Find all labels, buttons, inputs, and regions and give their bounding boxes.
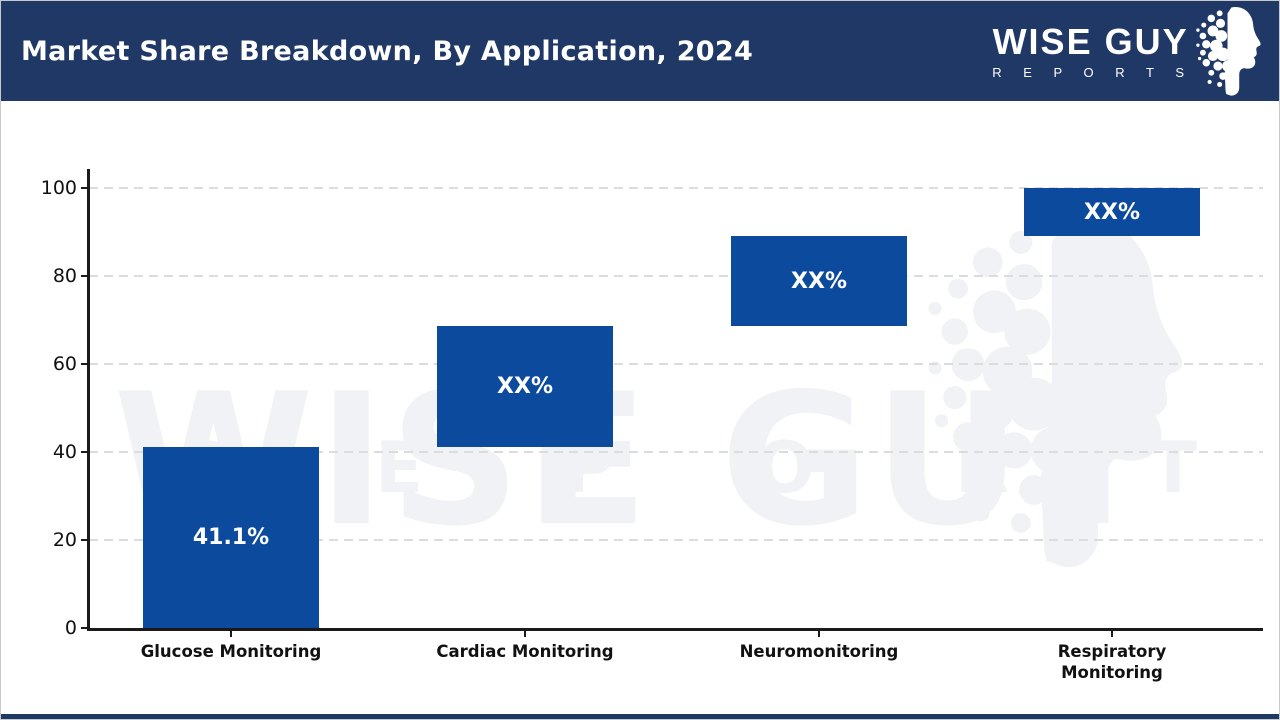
waterfall-plot: 0 20 40 60 80 100 41.1% Glucose Monitoring XX% Ca…: [1, 101, 1279, 716]
y-tickmark-60: [81, 363, 89, 365]
logo-text: WISE GUY R E P O R T S: [988, 20, 1193, 80]
gridline-100: [89, 187, 1263, 189]
bar-cardiac-monitoring: [437, 325, 613, 448]
wise-guy-logo: WISE GUY R E P O R T S: [988, 5, 1267, 97]
y-tick-label-20: 20: [52, 529, 77, 551]
y-tickmark-20: [81, 539, 89, 541]
y-tick-label-60: 60: [52, 353, 77, 375]
y-tickmark-0: [81, 627, 89, 629]
x-axis-line: [87, 628, 1263, 631]
header-bar: Market Share Breakdown, By Application, …: [1, 1, 1279, 101]
category-label-cardiac-monitoring: Cardiac Monitoring: [436, 642, 614, 661]
category-label-respiratory-monitoring: Respiratory Monitoring: [1057, 642, 1167, 682]
gridline-20: [89, 539, 1263, 541]
chart-area: WISE GUY R E P O R T S: [1, 101, 1279, 716]
x-tickmark-glucose-monitoring: [230, 630, 232, 637]
gridline-60: [89, 363, 1263, 365]
gridline-40: [89, 451, 1263, 453]
x-tickmark-neuromonitoring: [818, 630, 820, 637]
y-tickmark-80: [81, 275, 89, 277]
y-tick-label-80: 80: [52, 265, 77, 287]
bar-glucose-monitoring: [143, 447, 319, 628]
bar-value-label-cardiac-monitoring: XX%: [497, 373, 553, 399]
category-label-glucose-monitoring: Glucose Monitoring: [140, 642, 322, 661]
bar-value-label-respiratory-monitoring: XX%: [1084, 199, 1140, 225]
y-tickmark-100: [81, 187, 89, 189]
x-tickmark-respiratory-monitoring: [1111, 630, 1113, 637]
logo-head-icon: [1196, 7, 1261, 96]
y-tick-label-0: 0: [64, 617, 77, 639]
footer-strip: [1, 714, 1279, 719]
bar-value-label-glucose-monitoring: 41.1%: [192, 525, 270, 551]
page-title: Market Share Breakdown, By Application, …: [21, 35, 754, 67]
y-axis-line: [87, 169, 90, 630]
x-tickmark-cardiac-monitoring: [524, 630, 526, 637]
gridline-80: [89, 275, 1263, 277]
logo-tagline: R E P O R T S: [992, 64, 1193, 80]
y-tick-label-100: 100: [40, 177, 77, 199]
logo-name: WISE GUY: [992, 20, 1189, 62]
bar-neuromonitoring: [731, 236, 907, 326]
bar-value-label-neuromonitoring: XX%: [791, 268, 847, 294]
bar-respiratory-monitoring: [1024, 188, 1200, 237]
y-tickmark-40: [81, 451, 89, 453]
category-label-neuromonitoring: Neuromonitoring: [739, 642, 899, 661]
y-tick-label-40: 40: [52, 441, 77, 463]
